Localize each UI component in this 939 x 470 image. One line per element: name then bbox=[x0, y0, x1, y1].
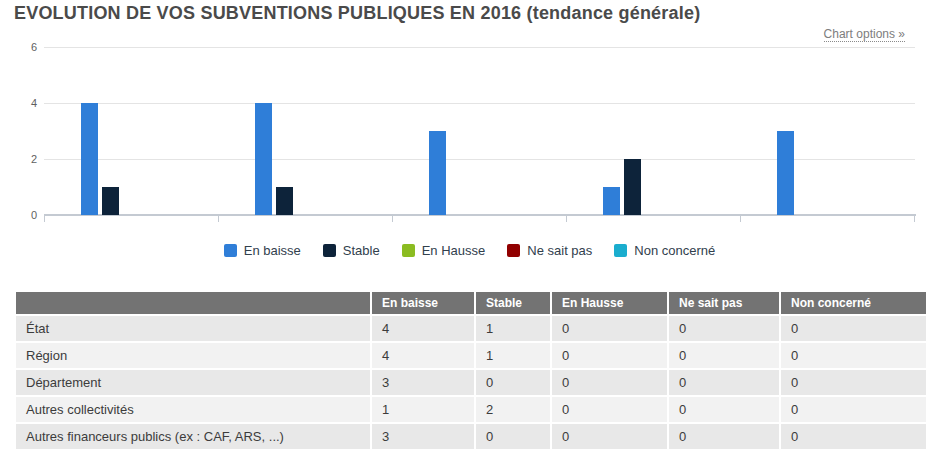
row-value-cell: 4 bbox=[371, 315, 475, 342]
legend-item-en-baisse[interactable]: En baisse bbox=[224, 243, 301, 258]
legend-item-non-concerné[interactable]: Non concerné bbox=[614, 243, 715, 258]
table-row: Département30000 bbox=[15, 369, 927, 396]
col-header-ne-sait-pas: Ne sait pas bbox=[668, 291, 780, 315]
table-row: Autres financeurs publics (ex : CAF, ARS… bbox=[15, 423, 927, 450]
bar-en-baisse-2[interactable] bbox=[429, 131, 446, 215]
bar-stable-3[interactable] bbox=[624, 159, 641, 215]
y-axis-label: 4 bbox=[0, 97, 37, 109]
x-axis-tick bbox=[566, 216, 567, 222]
report-page: EVOLUTION DE VOS SUBVENTIONS PUBLIQUES E… bbox=[0, 0, 939, 470]
row-value-cell: 0 bbox=[780, 423, 927, 450]
legend-swatch-icon bbox=[224, 244, 237, 257]
col-header-category bbox=[15, 291, 371, 315]
bar-en-baisse-4[interactable] bbox=[777, 131, 794, 215]
row-value-cell: 4 bbox=[371, 342, 475, 369]
bar-stable-1[interactable] bbox=[276, 187, 293, 215]
legend-label: Non concerné bbox=[634, 243, 715, 258]
row-value-cell: 0 bbox=[475, 423, 551, 450]
table-body: État41000Région41000Département30000Autr… bbox=[15, 315, 927, 450]
legend-item-stable[interactable]: Stable bbox=[323, 243, 380, 258]
col-header-en-hausse: En Hausse bbox=[551, 291, 668, 315]
row-value-cell: 3 bbox=[371, 369, 475, 396]
row-value-cell: 0 bbox=[668, 315, 780, 342]
row-value-cell: 1 bbox=[475, 342, 551, 369]
x-axis-tick bbox=[740, 216, 741, 222]
data-table: En baisse Stable En Hausse Ne sait pas N… bbox=[14, 290, 928, 451]
row-value-cell: 3 bbox=[371, 423, 475, 450]
table-header-row: En baisse Stable En Hausse Ne sait pas N… bbox=[15, 291, 927, 315]
row-value-cell: 0 bbox=[668, 423, 780, 450]
legend-item-ne-sait-pas[interactable]: Ne sait pas bbox=[507, 243, 592, 258]
row-value-cell: 0 bbox=[668, 396, 780, 423]
legend-item-en-hausse[interactable]: En Hausse bbox=[402, 243, 486, 258]
bar-stable-0[interactable] bbox=[102, 187, 119, 215]
row-value-cell: 0 bbox=[551, 342, 668, 369]
legend-label: Stable bbox=[343, 243, 380, 258]
row-value-cell: 0 bbox=[780, 315, 927, 342]
bar-en-baisse-3[interactable] bbox=[603, 187, 620, 215]
gridline bbox=[44, 103, 915, 104]
legend-swatch-icon bbox=[402, 244, 415, 257]
row-value-cell: 0 bbox=[780, 342, 927, 369]
y-axis-label: 0 bbox=[0, 209, 37, 221]
row-label: Région bbox=[15, 342, 371, 369]
legend-swatch-icon bbox=[507, 244, 520, 257]
row-value-cell: 0 bbox=[780, 369, 927, 396]
col-header-non-concerne: Non concerné bbox=[780, 291, 927, 315]
legend-label: Ne sait pas bbox=[527, 243, 592, 258]
gridline bbox=[44, 47, 915, 48]
y-axis-label: 2 bbox=[0, 153, 37, 165]
row-value-cell: 1 bbox=[475, 315, 551, 342]
row-value-cell: 0 bbox=[475, 369, 551, 396]
row-label: Département bbox=[15, 369, 371, 396]
col-header-stable: Stable bbox=[475, 291, 551, 315]
row-value-cell: 2 bbox=[475, 396, 551, 423]
row-value-cell: 0 bbox=[551, 369, 668, 396]
table-row: État41000 bbox=[15, 315, 927, 342]
bar-en-baisse-0[interactable] bbox=[81, 103, 98, 215]
legend-swatch-icon bbox=[323, 244, 336, 257]
legend-label: En baisse bbox=[244, 243, 301, 258]
row-value-cell: 0 bbox=[668, 342, 780, 369]
table-header: En baisse Stable En Hausse Ne sait pas N… bbox=[15, 291, 927, 315]
y-axis-label: 6 bbox=[0, 41, 37, 53]
subsidies-column-chart: 0 2 4 6 En baisse Stable En Hausse Ne sait pas… bbox=[0, 0, 939, 270]
row-value-cell: 0 bbox=[551, 396, 668, 423]
row-label: Autres financeurs publics (ex : CAF, ARS… bbox=[15, 423, 371, 450]
row-label: Autres collectivités bbox=[15, 396, 371, 423]
legend-swatch-icon bbox=[614, 244, 627, 257]
x-axis-tick bbox=[218, 216, 219, 222]
x-axis-tick bbox=[392, 216, 393, 222]
x-axis-tick bbox=[44, 216, 45, 222]
row-value-cell: 0 bbox=[551, 315, 668, 342]
table-row: Autres collectivités12000 bbox=[15, 396, 927, 423]
chart-legend: En baisse Stable En Hausse Ne sait pas Non c… bbox=[0, 243, 939, 258]
x-axis-tick bbox=[914, 216, 915, 222]
table-row: Région41000 bbox=[15, 342, 927, 369]
row-value-cell: 0 bbox=[780, 396, 927, 423]
row-value-cell: 0 bbox=[551, 423, 668, 450]
legend-label: En Hausse bbox=[422, 243, 486, 258]
row-value-cell: 0 bbox=[668, 369, 780, 396]
col-header-en-baisse: En baisse bbox=[371, 291, 475, 315]
row-value-cell: 1 bbox=[371, 396, 475, 423]
row-label: État bbox=[15, 315, 371, 342]
bar-en-baisse-1[interactable] bbox=[255, 103, 272, 215]
